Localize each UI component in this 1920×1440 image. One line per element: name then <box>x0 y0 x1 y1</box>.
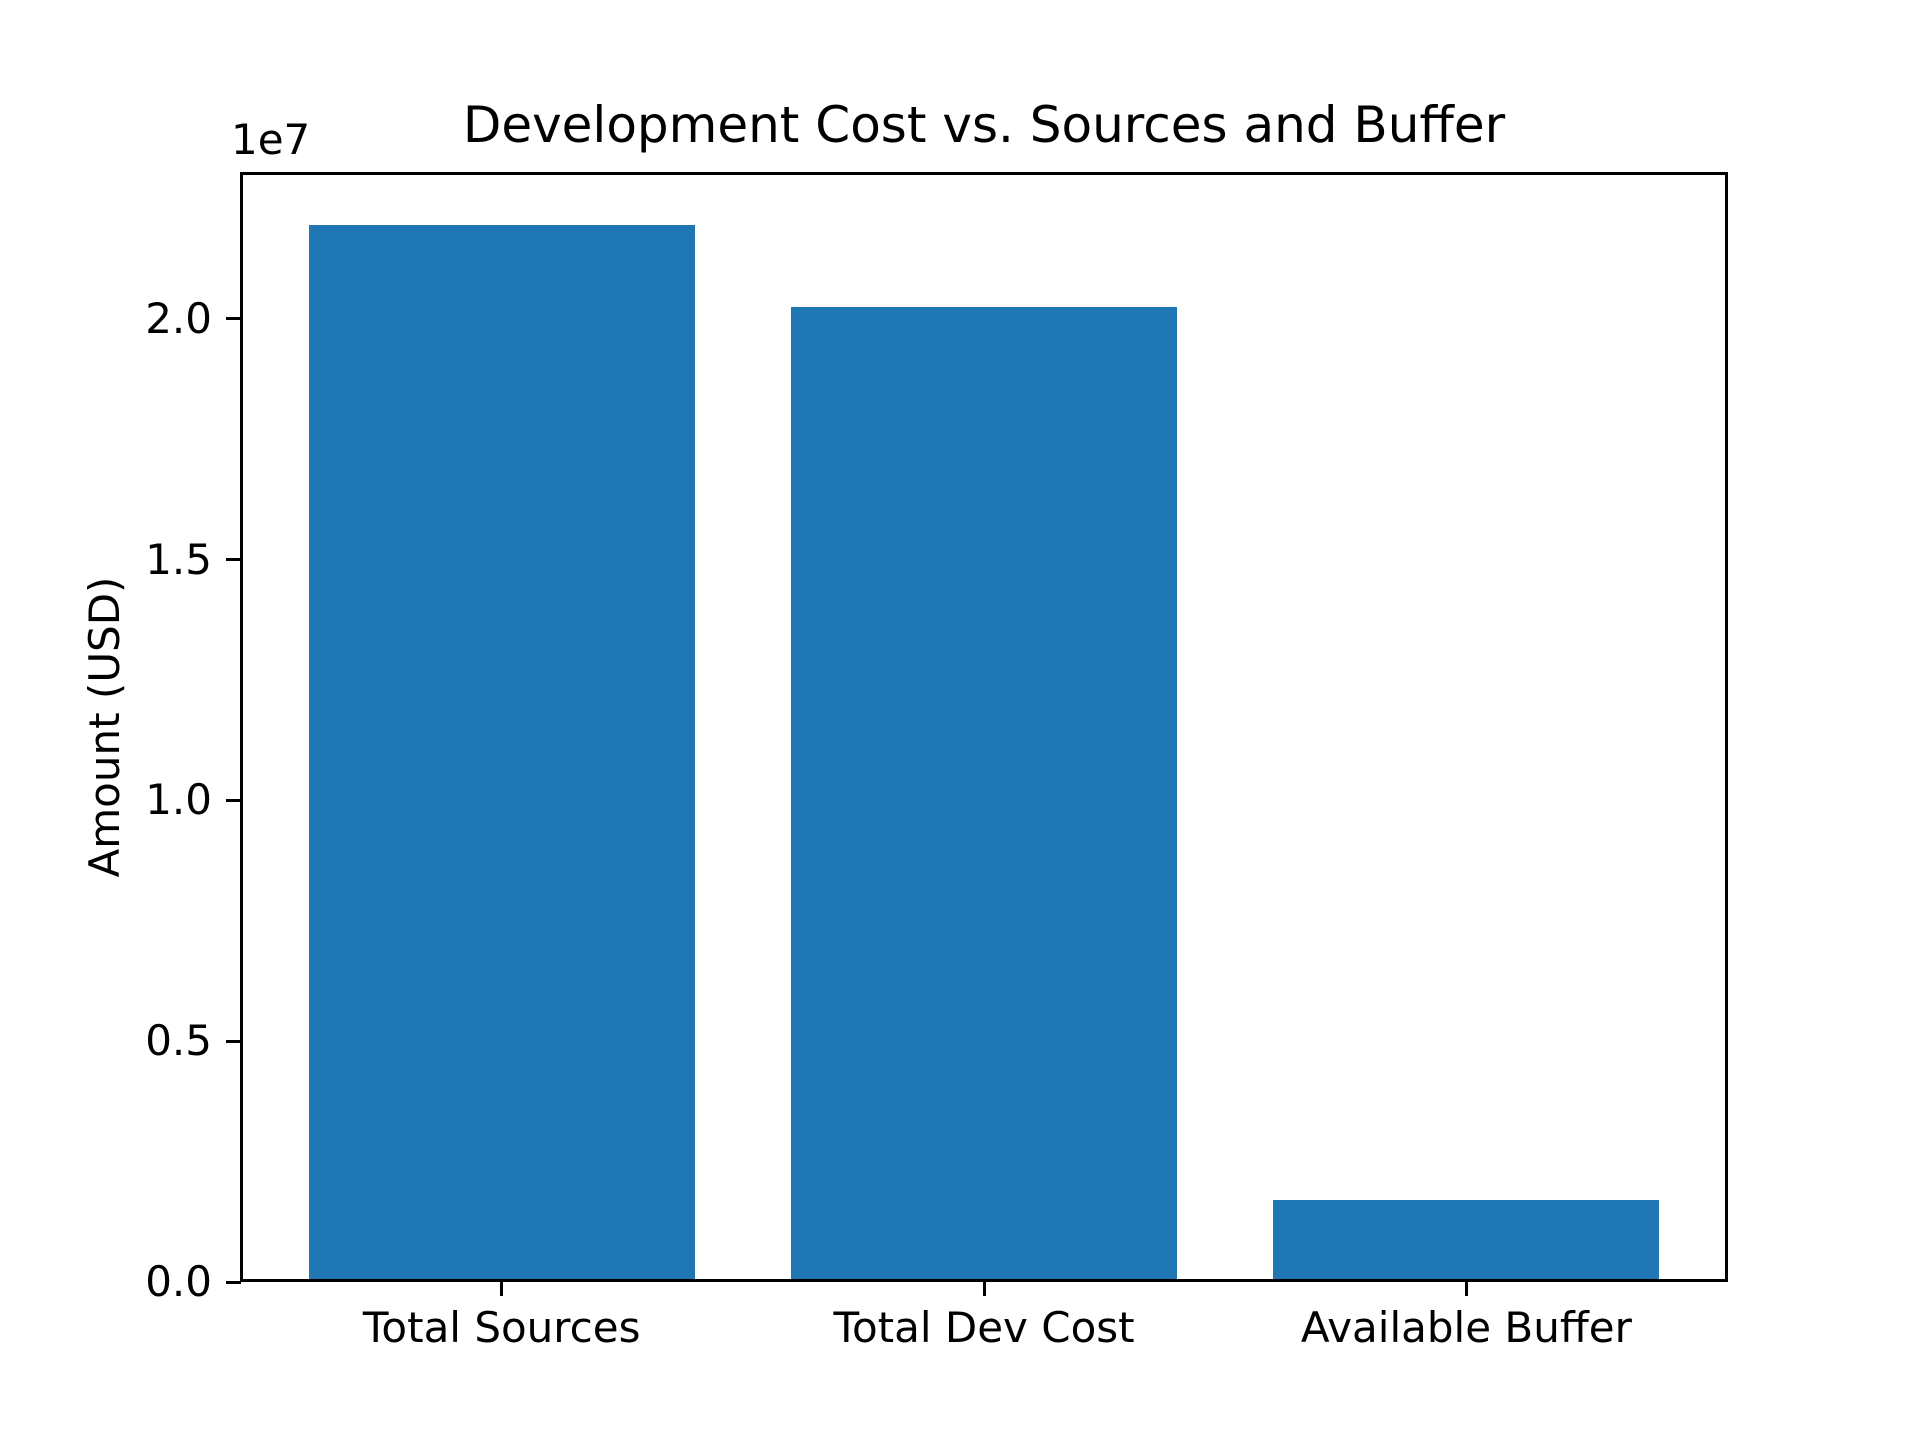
x-tick-label-total-sources: Total Sources <box>362 1303 641 1352</box>
x-tick-mark <box>500 1281 504 1296</box>
y-tick-label-0-0: 0.0 <box>145 1257 212 1306</box>
y-tick-mark <box>226 1039 241 1043</box>
y-axis-label: Amount (USD) <box>80 576 129 878</box>
x-tick-mark <box>982 1281 986 1296</box>
chart-title: Development Cost vs. Sources and Buffer <box>462 96 1506 154</box>
y-axis-offset-label: 1e7 <box>231 115 311 164</box>
y-tick-mark <box>226 798 241 802</box>
y-tick-mark <box>226 317 241 321</box>
y-tick-label-1-5: 1.5 <box>145 534 212 584</box>
bar-total-sources <box>308 224 695 1282</box>
y-tick-mark <box>226 558 241 562</box>
bar-total-dev-cost <box>791 306 1178 1282</box>
bar-available-buffer <box>1273 1200 1660 1282</box>
y-tick-mark <box>226 1280 241 1284</box>
y-tick-label-1-0: 1.0 <box>145 775 212 825</box>
x-tick-label-total-dev-cost: Total Dev Cost <box>833 1303 1135 1352</box>
y-tick-label-0-5: 0.5 <box>145 1016 212 1066</box>
x-tick-label-available-buffer: Available Buffer <box>1300 1303 1632 1352</box>
x-tick-mark <box>1464 1281 1468 1296</box>
y-tick-label-2-0: 2.0 <box>145 293 212 343</box>
